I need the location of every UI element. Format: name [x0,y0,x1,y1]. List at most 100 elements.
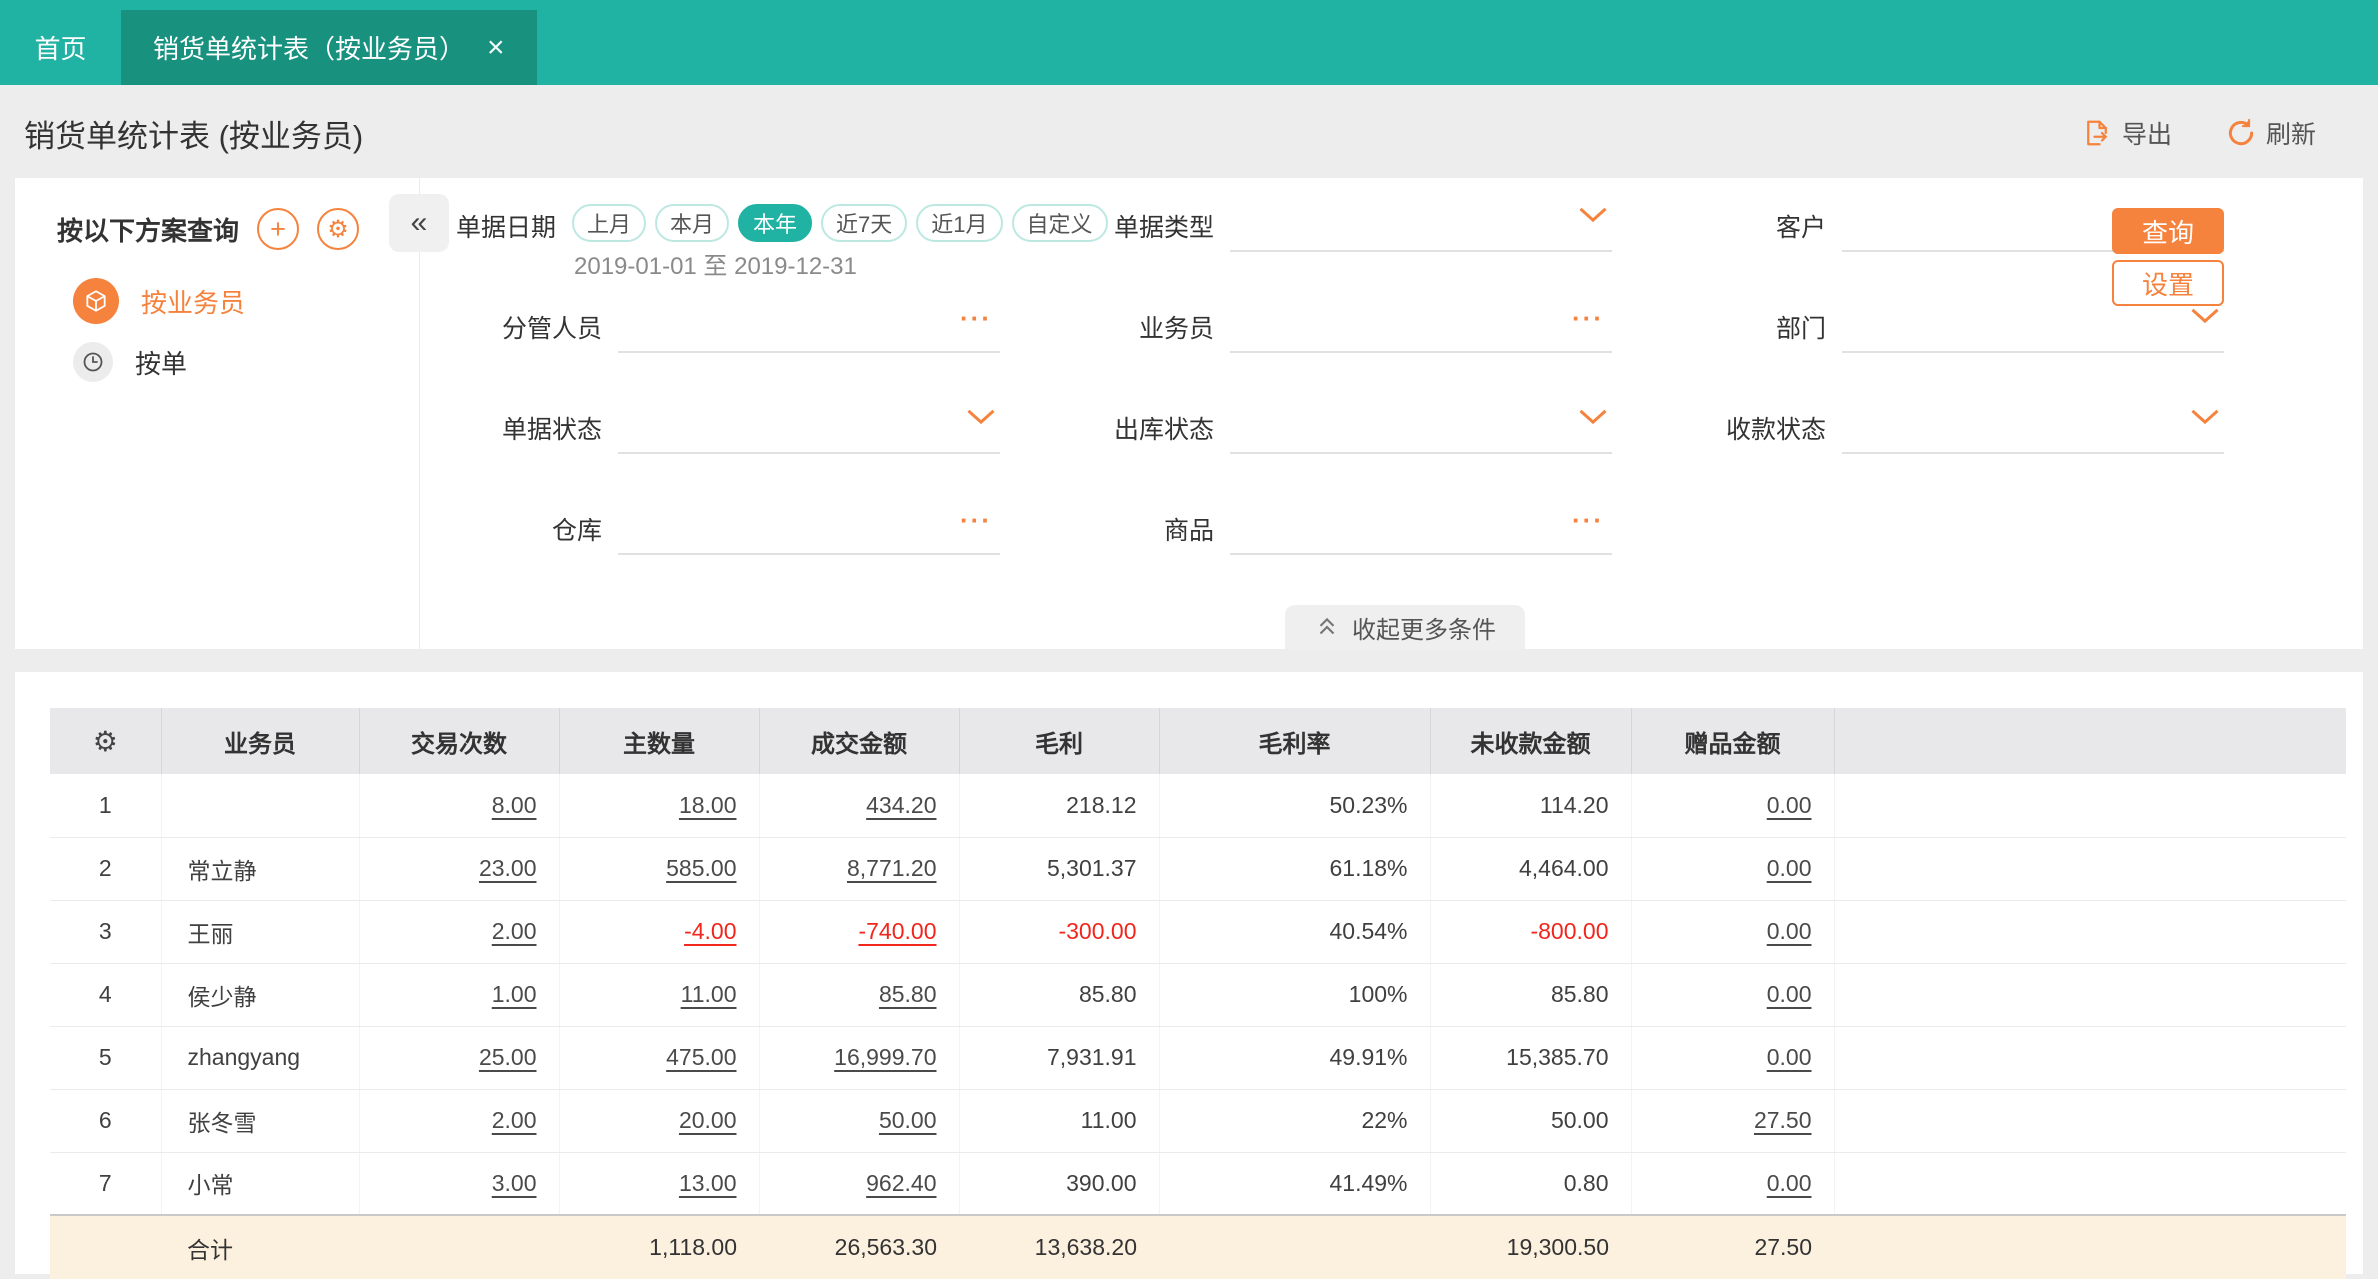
cell-gross-margin [1159,1214,1430,1279]
link-main-qty[interactable]: 475.00 [666,1044,737,1070]
link-main-qty[interactable]: 585.00 [666,855,737,881]
tab-home[interactable]: 首页 [0,10,121,85]
export-button[interactable]: 导出 [2082,115,2172,151]
filter-area: 单据日期 上月 本月 本年 近7天 近1月 自定义 2019-01-01 至 2019-12-… [420,178,2230,649]
filter-doc-type-field[interactable] [1230,204,1612,252]
cell-unpaid-amount: 4,464.00 [1430,837,1632,901]
col-header-blank[interactable] [1834,708,2346,774]
link-main-qty[interactable]: 20.00 [678,1107,737,1133]
date-preset-上月[interactable]: 上月 [572,204,647,242]
scheme-settings-button[interactable]: ⚙ [317,208,360,250]
date-preset-本年[interactable]: 本年 [738,204,813,242]
ellipsis-icon: ··· [960,505,992,535]
filter-doc-status-field[interactable] [618,406,1000,454]
sidebar-item-by-salesman[interactable]: 按业务员 [73,278,245,324]
filter-salesman-field[interactable]: ··· [1230,303,1612,353]
link-deal-amount[interactable]: 50.00 [878,1107,937,1133]
col-header-salesman[interactable]: 业务员 [161,708,360,774]
close-icon[interactable]: × [487,30,505,64]
date-range-text[interactable]: 2019-01-01 至 2019-12-31 [574,253,857,280]
col-header-trade-count[interactable]: 交易次数 [359,708,560,774]
link-trade-count[interactable]: 3.00 [491,1169,537,1196]
link-main-qty[interactable]: 11.00 [680,981,737,1007]
link-gift-amount[interactable]: 0.00 [1766,1169,1812,1196]
link-deal-amount[interactable]: 85.80 [878,981,937,1007]
date-preset-自定义[interactable]: 自定义 [1011,204,1108,242]
filter-warehouse-field[interactable]: ··· [618,505,1000,555]
col-header-gross-margin[interactable]: 毛利率 [1159,708,1431,774]
settings-button[interactable]: 设置 [2112,260,2224,306]
col-header-gift-amount[interactable]: 赠品金额 [1631,708,1835,774]
link-gift-amount[interactable]: 0.00 [1766,1044,1812,1070]
link-trade-count[interactable]: 2.00 [491,918,537,944]
cell-blank [1834,837,2346,901]
collapse-more-filters-button[interactable]: 收起更多条件 [1285,605,1525,649]
filter-label: 客户 [1775,214,1826,242]
link-gift-amount[interactable]: 0.00 [1766,981,1812,1007]
filter-label: 出库状态 [1113,416,1214,444]
query-button[interactable]: 查询 [2112,208,2224,254]
filter-department: 部门 [1644,305,2224,406]
cell-main-qty: 18.00 [559,774,760,838]
cell-row-number: 6 [50,1089,162,1153]
link-main-qty[interactable]: -4.00 [684,918,737,944]
col-header-gross-profit[interactable]: 毛利 [959,708,1160,774]
cell-gift-amount: 0.00 [1631,1026,1835,1090]
link-deal-amount[interactable]: -740.00 [858,918,937,944]
cell-gross-margin: 49.91% [1159,1026,1431,1090]
link-trade-count[interactable]: 1.00 [491,981,537,1007]
filter-outbound-status-field[interactable] [1230,406,1612,454]
plus-icon: + [270,213,286,244]
link-trade-count[interactable]: 2.00 [491,1107,537,1133]
cell-salesman: 常立静 [161,837,360,901]
cell-row-number: 3 [50,900,162,964]
cell-gift-amount: 27.50 [1631,1089,1835,1153]
filter-manager-field[interactable]: ··· [618,303,1000,353]
column-settings-gear[interactable]: ⚙ [50,708,162,774]
filter-department-field[interactable] [1842,305,2224,353]
cell-gross-profit: -300.00 [959,900,1160,964]
cell-unpaid-amount: 114.20 [1430,774,1632,838]
sidebar-item-by-order[interactable]: 按单 [73,342,187,382]
filter-goods-field[interactable]: ··· [1230,505,1612,555]
cell-row-number: 2 [50,837,162,901]
query-panel: 按以下方案查询 + ⚙ « 按业务员 按 [15,178,2363,649]
filter-manager: 分管人员 ··· [420,303,1032,406]
link-deal-amount[interactable]: 8,771.20 [846,855,937,881]
link-gift-amount[interactable]: 0.00 [1766,855,1812,881]
cell-gross-profit: 13,638.20 [959,1214,1159,1279]
cell-unpaid-amount: 0.80 [1430,1152,1632,1216]
cell-main-qty: 1,118.00 [559,1214,759,1279]
cell-blank [1834,900,2346,964]
link-deal-amount[interactable]: 962.40 [866,1169,937,1196]
refresh-button[interactable]: 刷新 [2226,115,2316,151]
link-gift-amount[interactable]: 0.00 [1766,791,1812,818]
date-preset-本月[interactable]: 本月 [655,204,730,242]
link-trade-count[interactable]: 23.00 [478,855,537,881]
link-trade-count[interactable]: 25.00 [478,1044,537,1070]
link-trade-count[interactable]: 8.00 [491,791,537,818]
link-main-qty[interactable]: 18.00 [678,791,737,818]
tab-sales-report[interactable]: 销货单统计表（按业务员） × [121,10,537,85]
cell-blank [1834,774,2346,838]
link-main-qty[interactable]: 13.00 [678,1169,737,1196]
col-header-deal-amount[interactable]: 成交金额 [759,708,960,774]
cell-trade-count: 23.00 [359,837,560,901]
col-header-main-qty[interactable]: 主数量 [559,708,760,774]
cell-trade-count [359,1214,559,1279]
link-deal-amount[interactable]: 434.20 [866,791,937,818]
col-header-unpaid-amount[interactable]: 未收款金额 [1430,708,1632,774]
cell-salesman: 小常 [161,1152,360,1216]
cell-gross-profit: 11.00 [959,1089,1160,1153]
filter-receipt-status-field[interactable] [1842,406,2224,454]
date-preset-近1月[interactable]: 近1月 [916,204,1003,242]
collapse-sidebar-button[interactable]: « [389,194,449,252]
cell-main-qty: 11.00 [559,963,760,1027]
refresh-icon [2228,118,2254,146]
clock-icon [73,342,113,382]
link-deal-amount[interactable]: 16,999.70 [834,1044,937,1070]
add-scheme-button[interactable]: + [257,208,300,250]
link-gift-amount[interactable]: 0.00 [1766,918,1812,944]
date-preset-近7天[interactable]: 近7天 [821,204,908,242]
link-gift-amount[interactable]: 27.50 [1753,1107,1812,1133]
